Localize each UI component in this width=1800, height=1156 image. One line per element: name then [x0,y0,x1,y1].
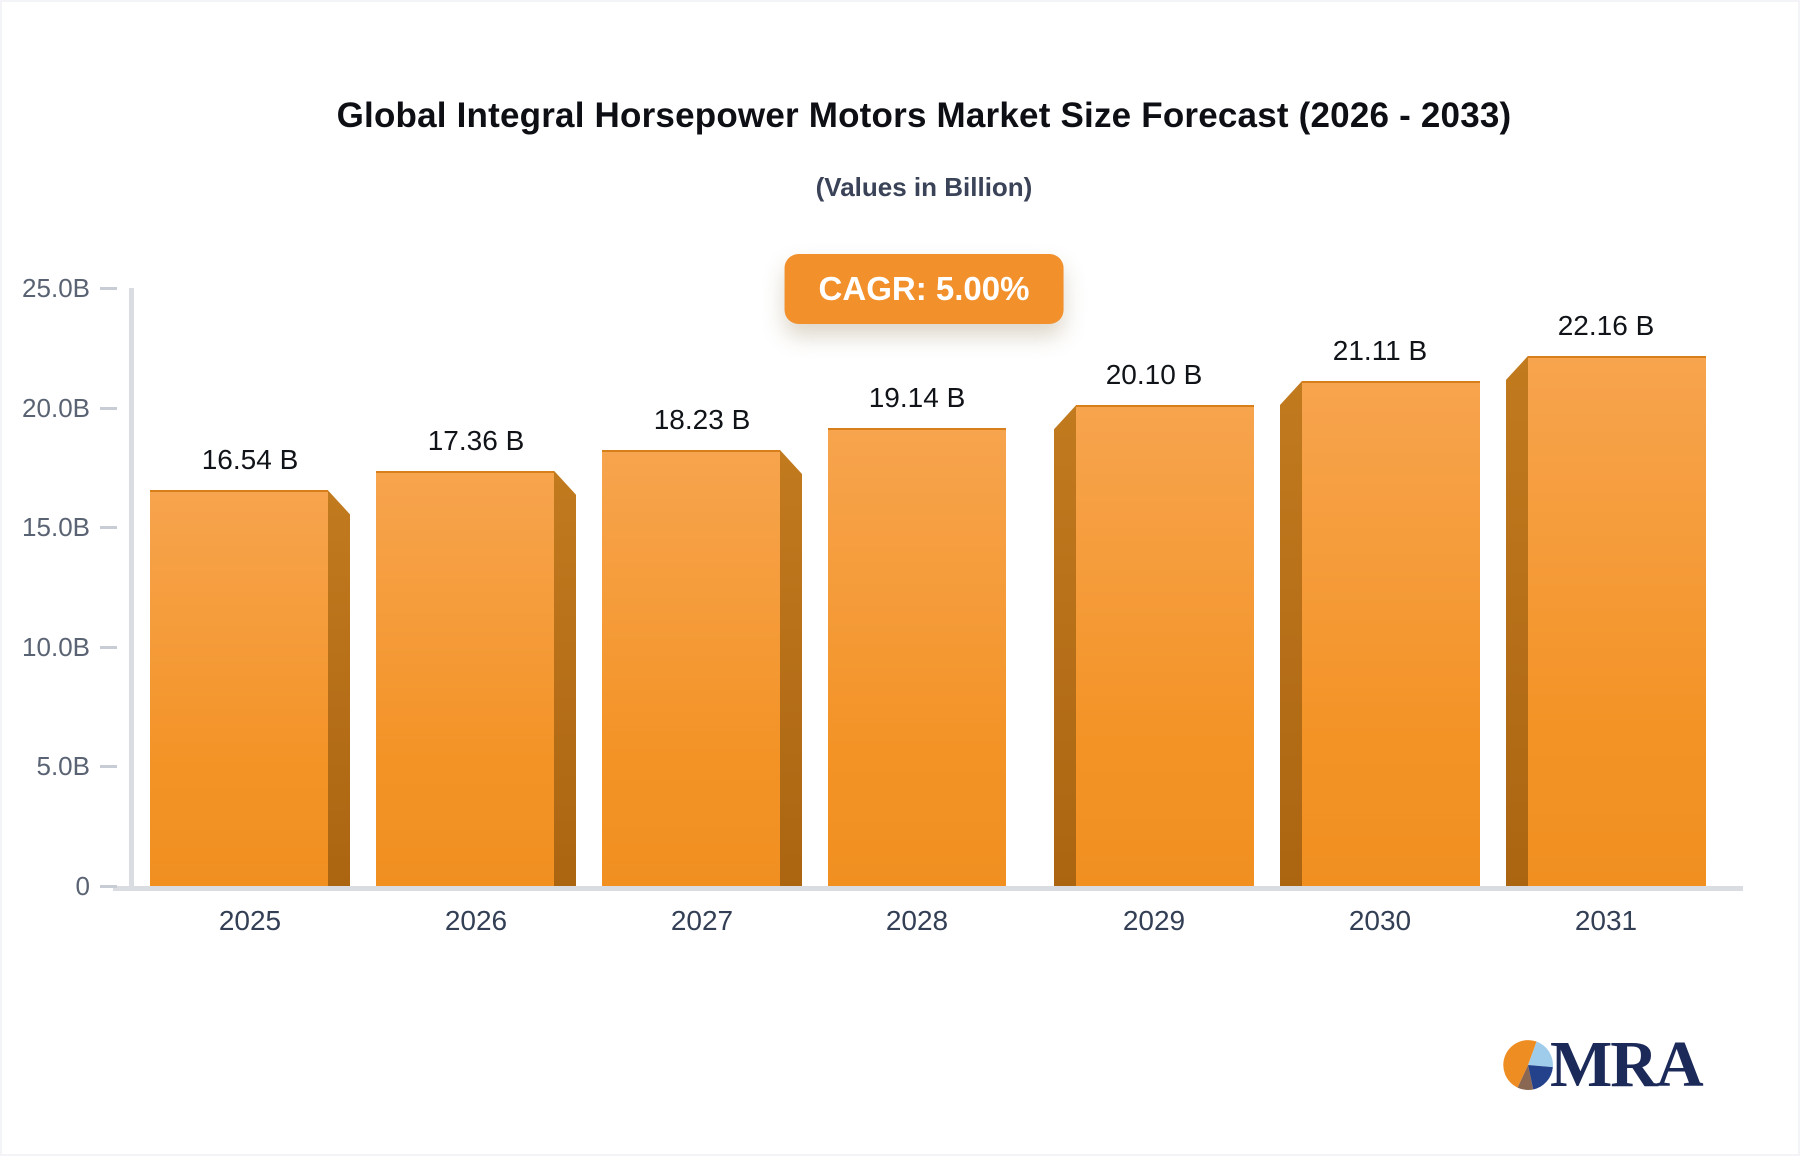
y-axis-tick-mark [100,287,117,290]
cagr-badge: CAGR: 5.00% [784,254,1064,324]
bar-2029 [1076,405,1254,886]
y-axis-tick-mark [100,526,117,530]
y-axis-tick-mark [100,645,117,649]
y-axis-tick-label: 0 [75,871,90,901]
x-axis-label-2027: 2027 [670,905,734,936]
bar-2028 [828,428,1006,886]
chart-subtitle: (Values in Billion) [815,172,1033,202]
bar-side-face [328,490,350,886]
x-axis-line [113,886,1743,891]
bar-value-label: 20.10 B [1105,359,1203,391]
bar-2025 [150,490,328,886]
logo: MRA [1502,1028,1704,1101]
bar-value-label: 16.54 B [201,444,299,476]
pie-logo-icon [1503,1040,1553,1090]
y-axis-tick-label: 5.0B [36,751,91,782]
y-axis-tick-mark [100,765,117,769]
x-axis-label-2026: 2026 [444,905,508,936]
bar-value-label: 21.11 B [1332,335,1428,367]
y-axis-tick-label: 15.0B [22,512,90,543]
y-axis-line [129,288,134,889]
x-axis-label-2031: 2031 [1574,905,1638,936]
bar-side-face [780,449,802,886]
bar-side-face [554,470,576,886]
logo-text: MRA [1550,1028,1704,1101]
bar-value-label: 22.16 B [1557,309,1655,341]
y-axis-tick-label: 10.0B [22,631,90,662]
bar-2030 [1302,381,1480,886]
x-axis-label-2029: 2029 [1122,905,1186,936]
x-axis-label-2028: 2028 [885,905,949,936]
y-axis-tick-label: 20.0B [22,392,90,423]
bar-value-label: 18.23 B [653,403,751,435]
bar-value-label: 19.14 B [868,382,966,414]
y-axis-tick-label: 25.0B [22,273,90,303]
bar-2026 [376,470,554,886]
bar-2027 [602,449,780,886]
bar-side-face [1280,381,1302,886]
bar-side-face [1054,405,1076,886]
y-axis-tick-mark [100,885,117,888]
x-axis-label-2025: 2025 [218,905,282,936]
bar-value-label: 17.36 B [427,424,525,456]
x-axis-label-2030: 2030 [1348,905,1412,936]
y-axis-tick-mark [100,406,117,410]
bar-side-face [1506,355,1528,886]
chart-title: Global Integral Horsepower Motors Market… [336,96,1512,135]
bar-2031 [1528,355,1706,886]
